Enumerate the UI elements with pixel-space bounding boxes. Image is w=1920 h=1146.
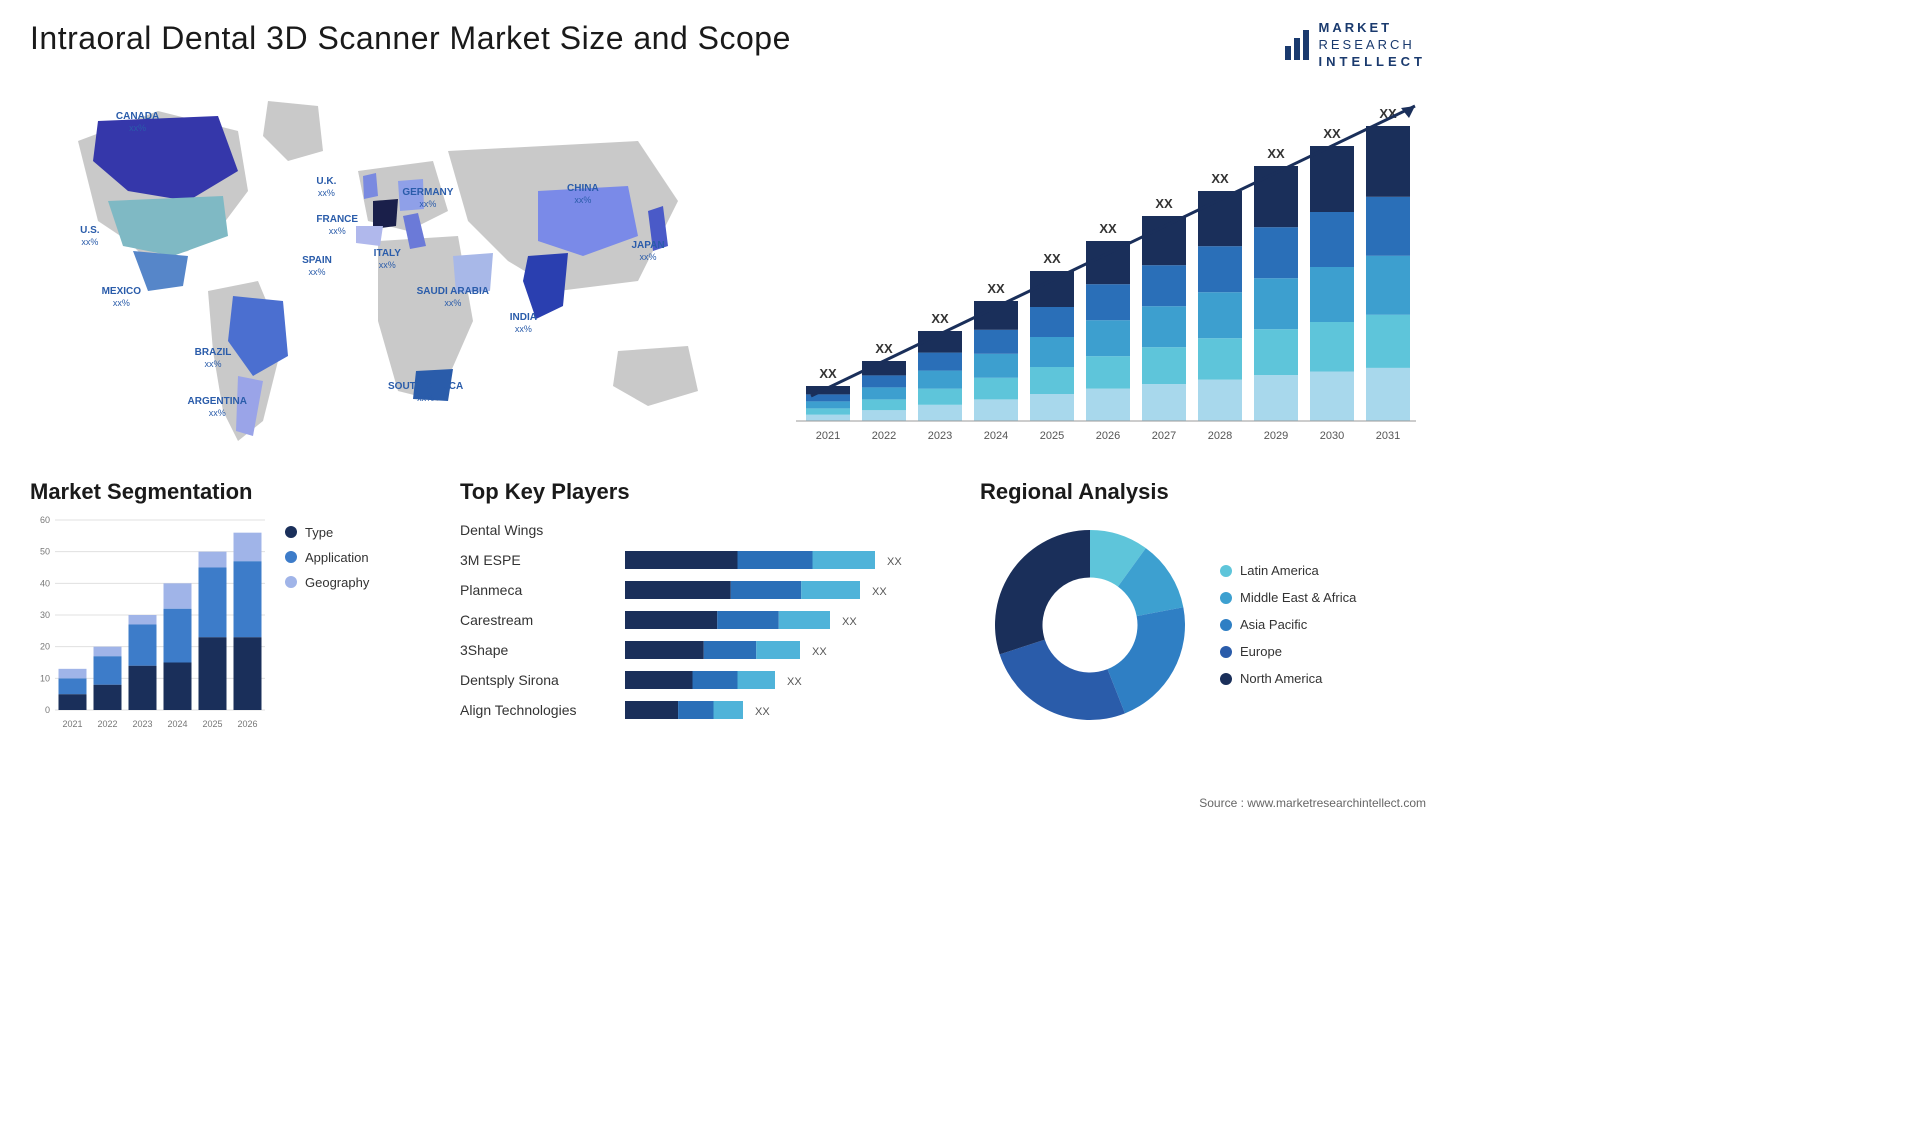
segmentation-panel: Market Segmentation 0 10 20 30 40 50 60 2021 202… bbox=[30, 479, 430, 759]
forecast-bar-chart: XX 2021 XX 2022 XX 2023 XX 2024 XX 2025 XX 2026 XX 20… bbox=[786, 81, 1426, 461]
svg-text:2023: 2023 bbox=[928, 430, 952, 442]
logo-line3: INTELLECT bbox=[1319, 54, 1427, 71]
svg-text:2026: 2026 bbox=[237, 719, 257, 729]
segmentation-legend: Type Application Geography bbox=[285, 515, 369, 735]
world-map bbox=[30, 81, 746, 461]
svg-text:0: 0 bbox=[45, 705, 50, 715]
map-label-brazil: BRAZILxx% bbox=[195, 347, 232, 370]
player-label: Planmeca bbox=[460, 582, 610, 598]
regional-legend: Latin America Middle East & Africa Asia Pa… bbox=[1220, 551, 1356, 698]
map-label-italy: ITALYxx% bbox=[374, 248, 401, 271]
seg-legend-type: Type bbox=[285, 525, 369, 540]
svg-text:XX: XX bbox=[1323, 126, 1341, 141]
svg-text:2028: 2028 bbox=[1208, 430, 1232, 442]
region-legend-middle-east-africa: Middle East & Africa bbox=[1220, 590, 1356, 605]
seg-legend-geography: Geography bbox=[285, 575, 369, 590]
map-label-china: CHINAxx% bbox=[567, 183, 599, 206]
region-legend-latin-america: Latin America bbox=[1220, 563, 1356, 578]
svg-text:60: 60 bbox=[40, 515, 50, 525]
key-players-title: Top Key Players bbox=[460, 479, 950, 505]
svg-text:2022: 2022 bbox=[97, 719, 117, 729]
logo-line1: MARKET bbox=[1319, 20, 1427, 37]
svg-text:XX: XX bbox=[1099, 221, 1117, 236]
region-legend-europe: Europe bbox=[1220, 644, 1356, 659]
svg-text:2022: 2022 bbox=[872, 430, 896, 442]
map-label-u.s.: U.S.xx% bbox=[80, 225, 99, 248]
map-label-saudi-arabia: SAUDI ARABIAxx% bbox=[417, 286, 489, 309]
seg-legend-application: Application bbox=[285, 550, 369, 565]
map-label-germany: GERMANYxx% bbox=[402, 187, 453, 210]
brand-logo: MARKET RESEARCH INTELLECT bbox=[1285, 20, 1427, 71]
players-labels: Dental Wings 3M ESPE Planmeca Carestream 3Sh… bbox=[460, 515, 610, 725]
key-players-panel: Top Key Players Dental Wings 3M ESPE Planm… bbox=[460, 479, 950, 759]
svg-text:XX: XX bbox=[1155, 196, 1173, 211]
svg-text:XX: XX bbox=[875, 341, 893, 356]
svg-text:2025: 2025 bbox=[1040, 430, 1064, 442]
map-label-argentina: ARGENTINAxx% bbox=[188, 396, 247, 419]
svg-text:2021: 2021 bbox=[816, 430, 840, 442]
segmentation-chart: 0 10 20 30 40 50 60 2021 2022 2023 2024 2025 2026 bbox=[30, 515, 270, 735]
player-label: Dentsply Sirona bbox=[460, 672, 610, 688]
svg-text:XX: XX bbox=[812, 646, 827, 658]
player-label: Carestream bbox=[460, 612, 610, 628]
map-label-u.k.: U.K.xx% bbox=[316, 176, 336, 199]
svg-text:50: 50 bbox=[40, 546, 50, 556]
map-label-canada: CANADAxx% bbox=[116, 111, 159, 134]
svg-text:XX: XX bbox=[1043, 251, 1061, 266]
svg-text:20: 20 bbox=[40, 641, 50, 651]
map-label-france: FRANCExx% bbox=[316, 214, 358, 237]
svg-text:2030: 2030 bbox=[1320, 430, 1344, 442]
segmentation-title: Market Segmentation bbox=[30, 479, 430, 505]
region-legend-asia-pacific: Asia Pacific bbox=[1220, 617, 1356, 632]
svg-text:2023: 2023 bbox=[132, 719, 152, 729]
page-title: Intraoral Dental 3D Scanner Market Size … bbox=[30, 20, 791, 57]
regional-panel: Regional Analysis Latin America Middle Ea… bbox=[980, 479, 1426, 759]
svg-text:XX: XX bbox=[842, 616, 857, 628]
svg-text:2031: 2031 bbox=[1376, 430, 1400, 442]
map-label-india: INDIAxx% bbox=[510, 312, 537, 335]
svg-text:XX: XX bbox=[887, 556, 902, 568]
svg-text:XX: XX bbox=[872, 586, 887, 598]
world-map-panel: CANADAxx% U.S.xx% MEXICOxx% BRAZILxx% ARGENT… bbox=[30, 81, 746, 461]
svg-text:XX: XX bbox=[1211, 171, 1229, 186]
svg-text:40: 40 bbox=[40, 578, 50, 588]
svg-text:2024: 2024 bbox=[984, 430, 1008, 442]
svg-text:XX: XX bbox=[755, 706, 770, 718]
player-label: 3M ESPE bbox=[460, 552, 610, 568]
regional-donut-chart bbox=[980, 515, 1200, 735]
svg-text:30: 30 bbox=[40, 610, 50, 620]
svg-text:10: 10 bbox=[40, 673, 50, 683]
svg-text:XX: XX bbox=[1267, 146, 1285, 161]
forecast-chart-panel: XX 2021 XX 2022 XX 2023 XX 2024 XX 2025 XX 2026 XX 20… bbox=[786, 81, 1426, 461]
region-legend-north-america: North America bbox=[1220, 671, 1356, 686]
svg-text:XX: XX bbox=[987, 281, 1005, 296]
svg-text:2027: 2027 bbox=[1152, 430, 1176, 442]
svg-text:2025: 2025 bbox=[202, 719, 222, 729]
logo-line2: RESEARCH bbox=[1319, 37, 1427, 54]
player-label: Align Technologies bbox=[460, 702, 610, 718]
svg-text:2029: 2029 bbox=[1264, 430, 1288, 442]
svg-text:2021: 2021 bbox=[62, 719, 82, 729]
map-label-south-africa: SOUTH AFRICAxx% bbox=[388, 381, 463, 404]
player-label: Dental Wings bbox=[460, 522, 610, 538]
svg-text:XX: XX bbox=[931, 311, 949, 326]
svg-text:2026: 2026 bbox=[1096, 430, 1120, 442]
map-label-japan: JAPANxx% bbox=[631, 240, 664, 263]
map-label-mexico: MEXICOxx% bbox=[102, 286, 141, 309]
players-bar-chart: XX XX XX XX XX XX bbox=[620, 515, 950, 725]
svg-text:XX: XX bbox=[819, 366, 837, 381]
player-label: 3Shape bbox=[460, 642, 610, 658]
source-attribution: Source : www.marketresearchintellect.com bbox=[1199, 796, 1426, 810]
svg-text:2024: 2024 bbox=[167, 719, 187, 729]
svg-text:XX: XX bbox=[787, 676, 802, 688]
regional-title: Regional Analysis bbox=[980, 479, 1426, 505]
map-label-spain: SPAINxx% bbox=[302, 255, 332, 278]
